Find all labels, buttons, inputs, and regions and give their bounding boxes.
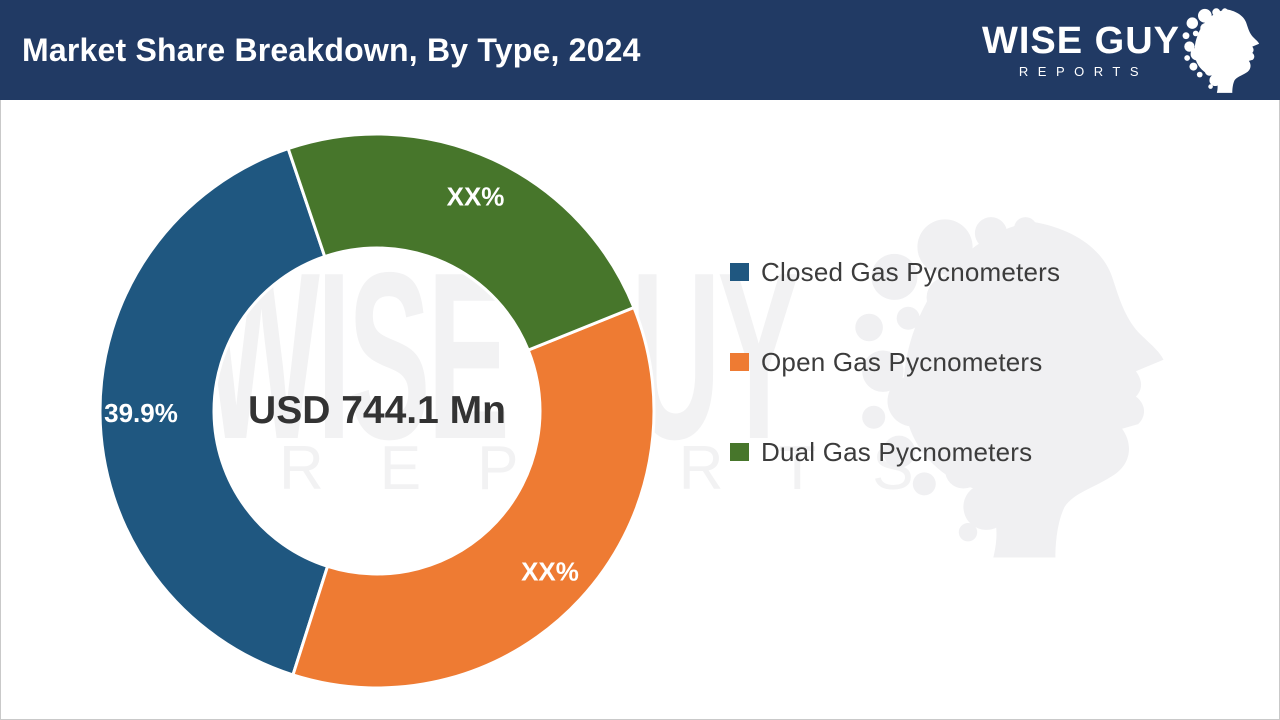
page-title: Market Share Breakdown, By Type, 2024 (22, 31, 641, 68)
legend-item-closed-gas-pycnometers: Closed Gas Pycnometers (730, 254, 1060, 290)
slice-label-dual-gas-pycnometers: XX% (447, 182, 505, 212)
logo-text: WISE GUY REPORTS (982, 22, 1180, 79)
legend-item-open-gas-pycnometers: Open Gas Pycnometers (730, 344, 1060, 380)
logo-sub-text: REPORTS (1018, 63, 1149, 79)
donut-chart: 39.9% XX% XX% (98, 132, 656, 690)
legend-swatch-dual-gas-pycnometers (730, 443, 749, 461)
donut-center-value: USD 744.1 Mn (248, 389, 506, 432)
logo-face-icon (1182, 8, 1260, 93)
chart-legend: Closed Gas Pycnometers Open Gas Pycnomete… (730, 254, 1060, 524)
legend-swatch-open-gas-pycnometers (730, 353, 749, 371)
donut-segment-open-gas-pycnometers (291, 306, 656, 690)
legend-label-open-gas-pycnometers: Open Gas Pycnometers (761, 346, 1043, 377)
donut-segment-dual-gas-pycnometers (286, 132, 636, 352)
donut-segment-closed-gas-pycnometers (98, 147, 330, 677)
legend-swatch-closed-gas-pycnometers (730, 263, 749, 281)
wise-guy-logo: WISE GUY REPORTS (982, 7, 1262, 93)
slice-label-open-gas-pycnometers: XX% (521, 557, 579, 587)
legend-label-closed-gas-pycnometers: Closed Gas Pycnometers (761, 256, 1061, 287)
header-bar: Market Share Breakdown, By Type, 2024 WI… (0, 0, 1280, 100)
slice-label-closed-gas-pycnometers: 39.9% (104, 398, 178, 428)
legend-label-dual-gas-pycnometers: Dual Gas Pycnometers (761, 436, 1033, 467)
logo-brand-text: WISE GUY (981, 19, 1180, 62)
chart-area: WISE GUY REPORTS 39.9%XX%XX% USD 744.1 M… (0, 100, 1280, 720)
legend-item-dual-gas-pycnometers: Dual Gas Pycnometers (730, 434, 1060, 470)
